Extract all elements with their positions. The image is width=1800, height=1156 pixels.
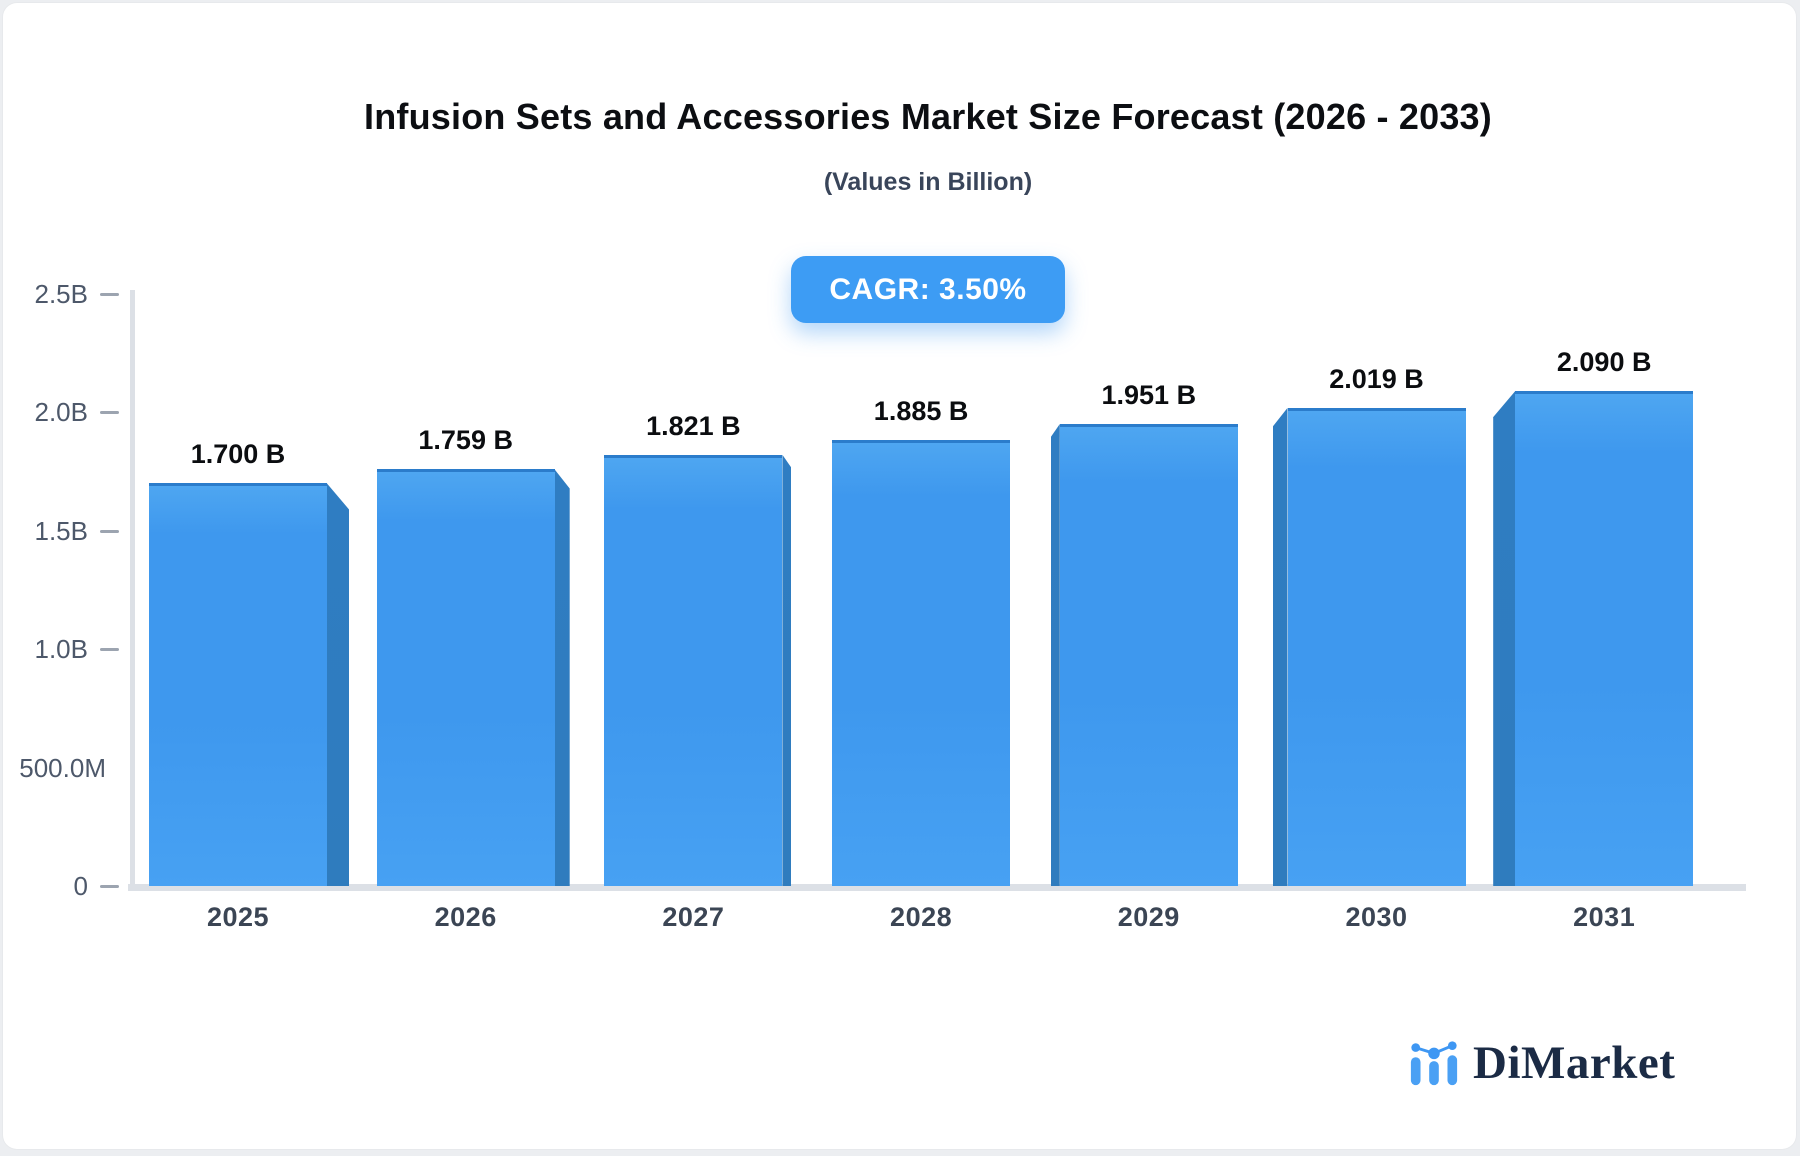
dimarket-logo-icon (1410, 1041, 1458, 1086)
bar-value-label: 1.700 B (190, 439, 286, 470)
brand-name: DiMarket (1473, 1037, 1676, 1089)
chart-title: Infusion Sets and Accessories Market Siz… (364, 96, 1492, 137)
y-axis-tick-label: 500.0M (19, 752, 106, 783)
bar-2025 (149, 483, 327, 886)
bar-2025-side (327, 483, 349, 886)
y-axis-tick-label: 2.0B (34, 397, 89, 428)
x-axis-label: 2028 (890, 902, 953, 932)
bar-value-label: 1.759 B (418, 425, 513, 456)
bar-2031 (1515, 391, 1694, 886)
x-axis-label: 2031 (1573, 902, 1636, 932)
bar-2028 (832, 439, 1011, 886)
chart-subtitle: (Values in Billion) (823, 168, 1033, 196)
brand-logo: DiMarket (1408, 1036, 1675, 1090)
bar-2027-side (782, 454, 792, 886)
bar-value-label: 2.090 B (1556, 347, 1652, 378)
bar-value-label: 2.019 B (1329, 363, 1424, 394)
y-axis-tick-label: 1.5B (34, 515, 89, 546)
y-axis-tick-label: 2.5B (34, 279, 89, 309)
y-axis-tick-dash (100, 885, 119, 888)
y-axis-tick-dash (100, 293, 119, 296)
bar-2029 (1059, 424, 1238, 886)
x-axis-label: 2025 (206, 902, 270, 932)
x-axis-label: 2029 (1117, 902, 1180, 932)
y-axis-tick-dash (100, 411, 119, 415)
cagr-badge: CAGR: 3.50% (791, 256, 1065, 323)
y-axis-tick-dash (100, 529, 119, 533)
y-axis-tick-dash (100, 648, 119, 652)
x-axis-label: 2030 (1345, 902, 1408, 932)
x-axis-label: 2026 (434, 902, 497, 932)
bar-2026-side (554, 469, 570, 886)
bar-value-label: 1.951 B (1101, 380, 1197, 410)
bar-2030-side (1272, 407, 1288, 886)
bar-2029-side (1050, 424, 1060, 886)
bar-value-label: 1.821 B (646, 410, 741, 441)
bar-2031-side (1493, 391, 1516, 886)
bar-2030 (1287, 407, 1466, 886)
cagr-badge-label: CAGR: 3.50% (829, 272, 1027, 306)
y-axis-line (130, 290, 135, 888)
x-axis-line (128, 884, 1746, 891)
x-axis-label: 2027 (662, 902, 725, 932)
bar-2027 (604, 454, 783, 886)
y-axis-tick-label: 1.0B (34, 634, 89, 665)
y-axis-tick-label: 0 (73, 871, 88, 901)
bar-2026 (376, 469, 555, 886)
bar-value-label: 1.885 B (873, 395, 969, 426)
